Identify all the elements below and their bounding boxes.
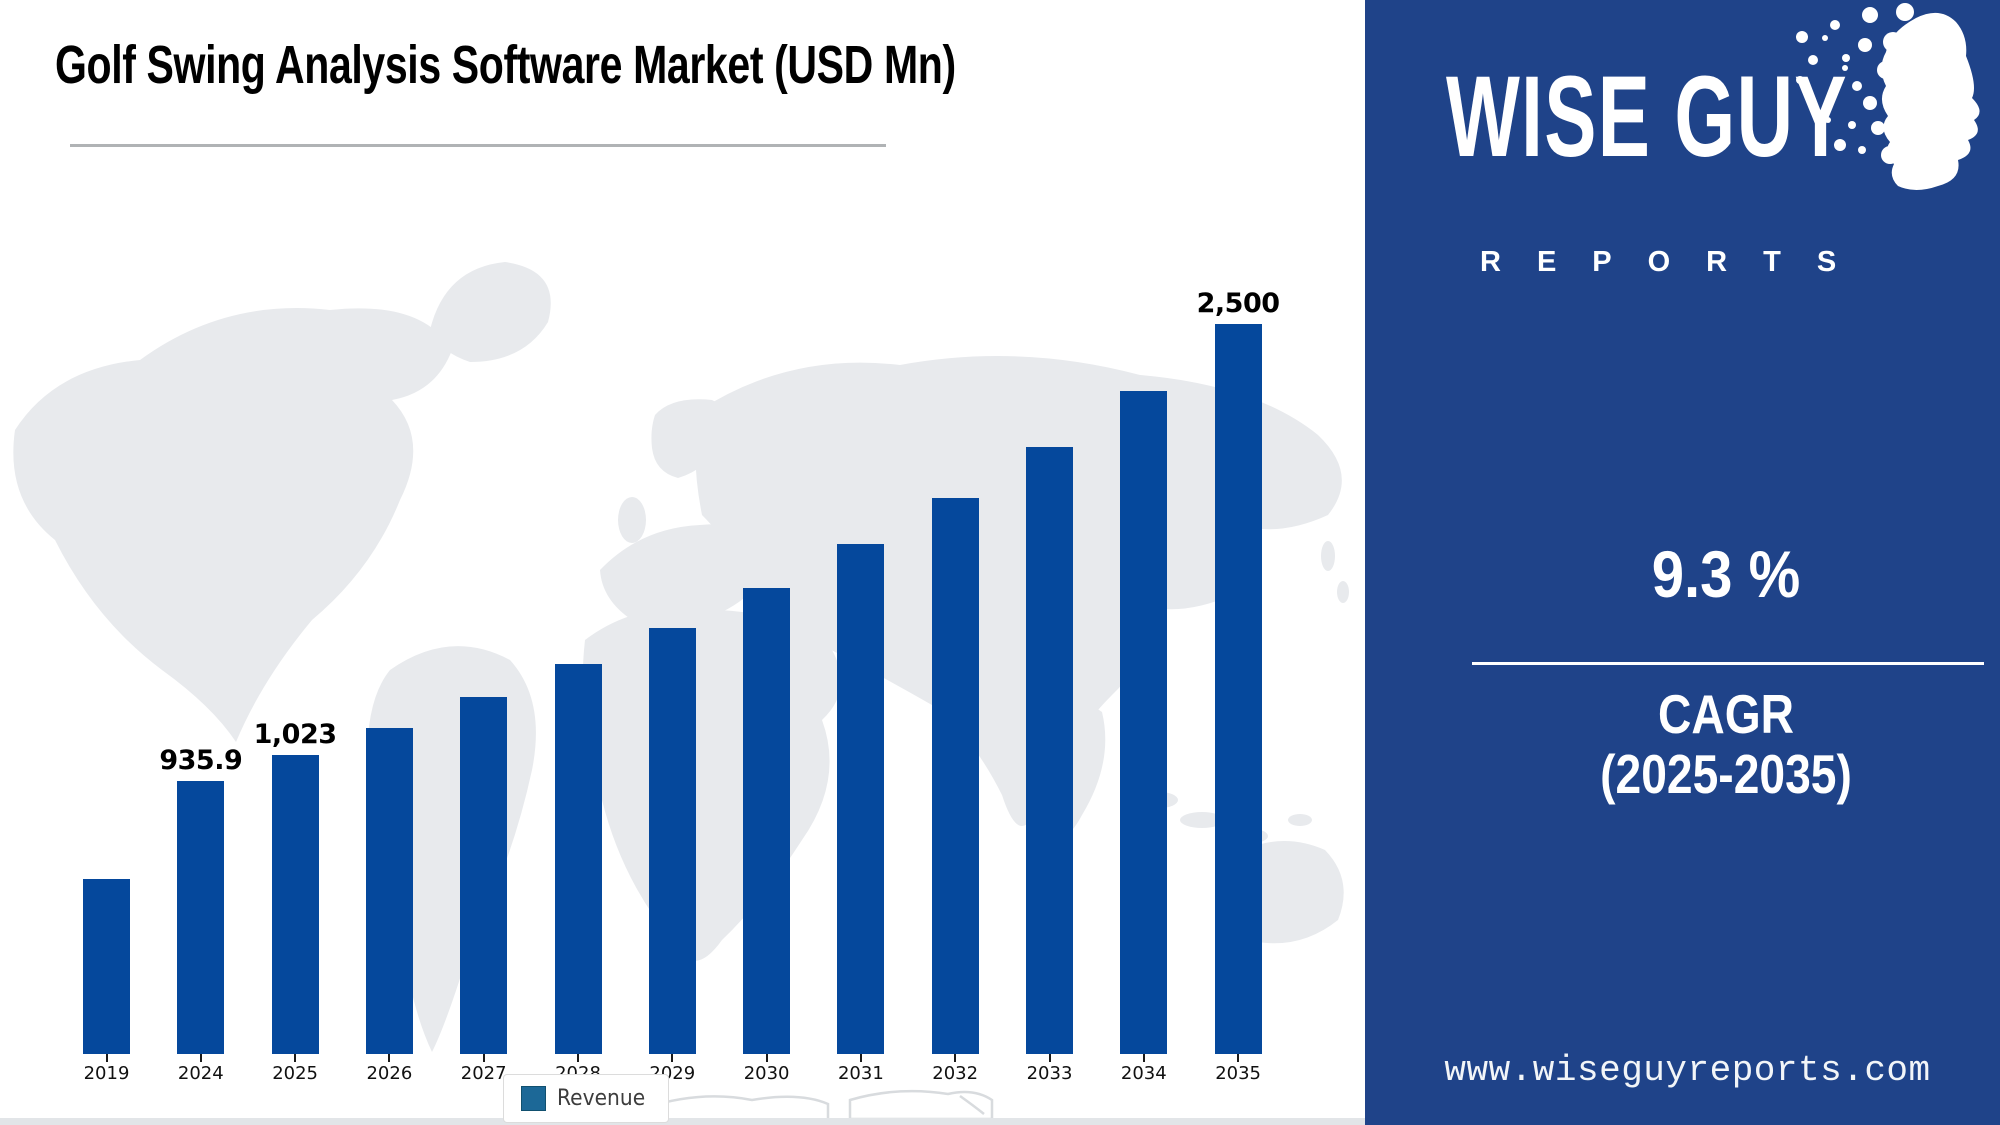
chart-panel: Golf Swing Analysis Software Market (USD… bbox=[0, 35, 1365, 1125]
bar-2032 bbox=[931, 498, 979, 1054]
bar-2029 bbox=[648, 628, 696, 1054]
bar-2033 bbox=[1026, 447, 1073, 1054]
bar-2024 bbox=[177, 781, 225, 1054]
x-axis-tick bbox=[105, 1054, 108, 1062]
x-tick-label: 2031 bbox=[837, 1063, 884, 1084]
chart-title: Golf Swing Analysis Software Market (USD… bbox=[55, 35, 956, 95]
bars-layer: 20192024935.920251,023202620272028202920… bbox=[83, 288, 1280, 1084]
logo-head-icon bbox=[1796, 3, 1980, 190]
bar-2030 bbox=[743, 588, 791, 1054]
x-axis-tick bbox=[1142, 1054, 1145, 1062]
cagr-divider bbox=[1472, 662, 1984, 665]
x-tick-label: 2027 bbox=[460, 1063, 507, 1084]
x-axis-tick bbox=[388, 1054, 391, 1062]
logo-wordmark: WISE GUY bbox=[1446, 53, 1848, 181]
legend-revenue-swatch bbox=[521, 1086, 546, 1111]
x-axis-tick bbox=[671, 1054, 674, 1062]
x-axis-tick bbox=[294, 1054, 297, 1062]
x-tick-label: 2032 bbox=[932, 1063, 979, 1084]
bar-2019 bbox=[83, 879, 130, 1054]
cagr-period: (2025-2035) bbox=[1600, 743, 1852, 805]
x-tick-label: 2030 bbox=[743, 1063, 790, 1084]
x-axis-tick bbox=[199, 1054, 202, 1062]
x-axis-tick bbox=[1048, 1054, 1051, 1062]
x-tick-label: 2035 bbox=[1215, 1063, 1261, 1084]
x-axis-tick bbox=[954, 1054, 957, 1062]
cagr-label: CAGR bbox=[1657, 683, 1795, 745]
x-tick-label: 2025 bbox=[272, 1063, 318, 1084]
bar-value-label: 1,023 bbox=[253, 719, 337, 750]
bar-2025 bbox=[271, 755, 319, 1054]
bar-2035 bbox=[1214, 324, 1262, 1054]
bar-value-label: 935.9 bbox=[159, 745, 243, 776]
bar-2027 bbox=[460, 697, 508, 1054]
title-underline bbox=[70, 144, 886, 147]
x-tick-label: 2026 bbox=[366, 1063, 413, 1084]
x-tick-label: 2033 bbox=[1026, 1063, 1073, 1084]
x-axis-tick bbox=[482, 1054, 485, 1062]
x-tick-label: 2019 bbox=[83, 1063, 130, 1084]
x-axis-tick bbox=[859, 1054, 862, 1062]
x-axis-tick bbox=[577, 1054, 579, 1062]
x-tick-label: 2024 bbox=[177, 1063, 224, 1084]
bar-2031 bbox=[837, 544, 885, 1054]
x-tick-label: 2034 bbox=[1120, 1063, 1167, 1084]
bar-2026 bbox=[365, 728, 413, 1054]
website-url: www.wiseguyreports.com bbox=[1444, 1050, 1931, 1091]
cagr-value: 9.3 % bbox=[1651, 537, 1801, 611]
x-axis-tick bbox=[765, 1054, 768, 1062]
x-axis-tick bbox=[1237, 1054, 1240, 1062]
bottom-strip bbox=[0, 1118, 1365, 1125]
bar-value-label: 2,500 bbox=[1196, 288, 1280, 319]
logo-subtitle: REPORTS bbox=[1480, 246, 1873, 278]
bar-2028 bbox=[554, 664, 602, 1054]
sidebar: WISE GUY REPORTS 9.3 % bbox=[1365, 0, 2000, 1125]
bar-2034 bbox=[1120, 391, 1168, 1054]
legend-revenue-label: Revenue bbox=[557, 1086, 646, 1111]
